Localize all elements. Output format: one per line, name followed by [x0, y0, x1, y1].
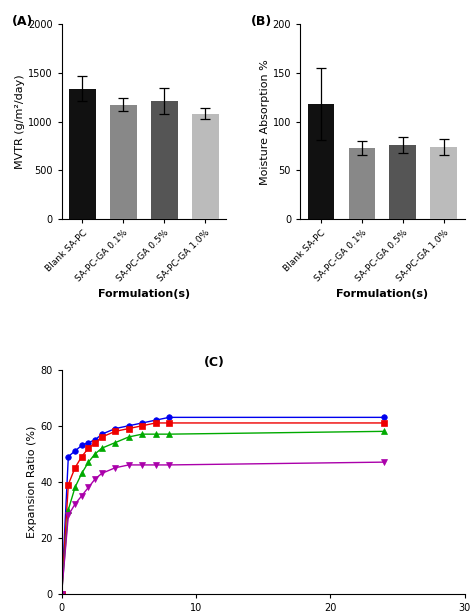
SA-PC-GA 1.0%	[79, 492, 84, 499]
Bar	[69, 89, 96, 219]
Y-axis label: Moisture Absorption %: Moisture Absorption %	[260, 59, 270, 185]
Blank SA-PC	[65, 453, 71, 460]
Blank SA-PC	[126, 422, 132, 430]
SA-PC-GA 0.1%	[112, 428, 118, 435]
Line: Blank SA-PC: Blank SA-PC	[59, 414, 387, 597]
SA-PC-GA 1.0%	[139, 461, 145, 469]
Bar	[151, 101, 178, 219]
SA-PC-GA 0.1%	[59, 590, 64, 597]
SA-PC-GA 0.1%	[86, 444, 91, 452]
SA-PC-GA 0.1%	[72, 464, 78, 471]
Blank SA-PC	[92, 436, 98, 444]
SA-PC-GA 0.5%	[86, 458, 91, 466]
Text: (B): (B)	[251, 15, 272, 28]
SA-PC-GA 1.0%	[112, 464, 118, 471]
SA-PC-GA 0.1%	[166, 419, 172, 427]
Bar	[390, 145, 416, 219]
SA-PC-GA 1.0%	[166, 461, 172, 469]
Blank SA-PC	[99, 430, 105, 438]
SA-PC-GA 1.0%	[59, 590, 64, 597]
Line: SA-PC-GA 1.0%: SA-PC-GA 1.0%	[59, 460, 387, 597]
Bar	[110, 105, 137, 219]
SA-PC-GA 0.5%	[72, 483, 78, 491]
SA-PC-GA 0.1%	[126, 425, 132, 432]
Bar	[348, 148, 375, 219]
SA-PC-GA 0.5%	[381, 428, 387, 435]
SA-PC-GA 0.1%	[92, 439, 98, 446]
Blank SA-PC	[86, 439, 91, 446]
SA-PC-GA 0.5%	[79, 469, 84, 477]
SA-PC-GA 0.1%	[139, 422, 145, 430]
Blank SA-PC	[381, 414, 387, 421]
SA-PC-GA 0.5%	[139, 430, 145, 438]
Bar	[308, 104, 334, 219]
Text: (A): (A)	[12, 15, 34, 28]
SA-PC-GA 1.0%	[86, 483, 91, 491]
SA-PC-GA 1.0%	[65, 512, 71, 519]
SA-PC-GA 0.5%	[126, 433, 132, 441]
Blank SA-PC	[139, 419, 145, 427]
X-axis label: Formulation(s): Formulation(s)	[98, 289, 190, 299]
Blank SA-PC	[166, 414, 172, 421]
SA-PC-GA 1.0%	[381, 458, 387, 466]
Blank SA-PC	[153, 417, 158, 424]
SA-PC-GA 0.5%	[99, 444, 105, 452]
SA-PC-GA 0.1%	[153, 419, 158, 427]
Bar	[430, 147, 457, 219]
SA-PC-GA 0.1%	[99, 433, 105, 441]
Blank SA-PC	[59, 590, 64, 597]
Text: (C): (C)	[204, 356, 225, 370]
Y-axis label: MVTR (g/m²/day): MVTR (g/m²/day)	[15, 75, 25, 169]
SA-PC-GA 0.5%	[65, 506, 71, 513]
SA-PC-GA 0.5%	[92, 450, 98, 457]
SA-PC-GA 0.1%	[381, 419, 387, 427]
SA-PC-GA 1.0%	[72, 501, 78, 508]
X-axis label: Formulation(s): Formulation(s)	[336, 289, 428, 299]
Line: SA-PC-GA 0.5%: SA-PC-GA 0.5%	[59, 428, 387, 597]
Bar	[192, 114, 219, 219]
SA-PC-GA 0.1%	[65, 481, 71, 488]
SA-PC-GA 0.5%	[153, 430, 158, 438]
SA-PC-GA 0.5%	[112, 439, 118, 446]
SA-PC-GA 1.0%	[92, 476, 98, 483]
Blank SA-PC	[72, 447, 78, 455]
Line: SA-PC-GA 0.1%: SA-PC-GA 0.1%	[59, 420, 387, 597]
Blank SA-PC	[112, 425, 118, 432]
SA-PC-GA 0.5%	[59, 590, 64, 597]
SA-PC-GA 1.0%	[99, 469, 105, 477]
SA-PC-GA 0.5%	[166, 430, 172, 438]
SA-PC-GA 1.0%	[126, 461, 132, 469]
Blank SA-PC	[79, 442, 84, 449]
SA-PC-GA 0.1%	[79, 453, 84, 460]
Y-axis label: Expansion Ratio (%): Expansion Ratio (%)	[27, 425, 37, 538]
SA-PC-GA 1.0%	[153, 461, 158, 469]
